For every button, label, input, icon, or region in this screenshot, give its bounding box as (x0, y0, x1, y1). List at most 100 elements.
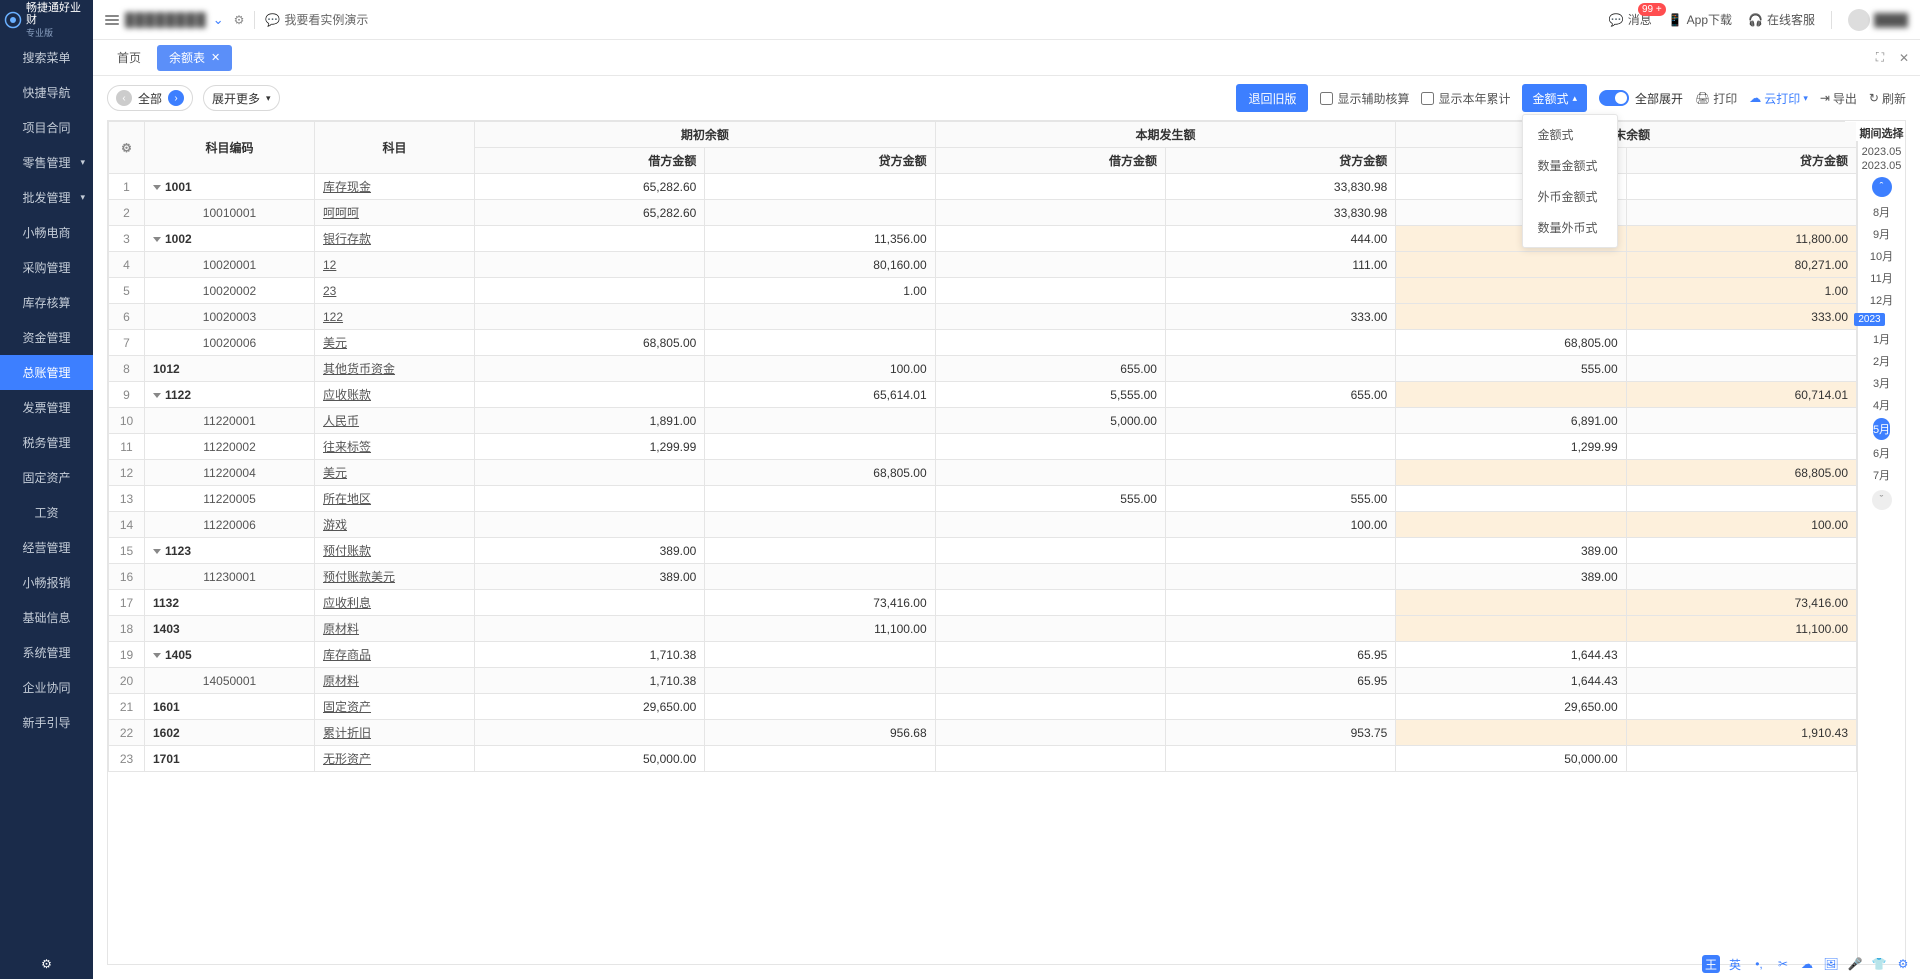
ime-icon[interactable]: 王 (1702, 955, 1720, 973)
sidebar-item[interactable]: 企业协同 (0, 670, 93, 705)
download-link[interactable]: 📱 App下载 (1668, 11, 1732, 28)
table-row[interactable]: 231701无形资产50,000.0050,000.00 (109, 746, 1857, 772)
prev-icon[interactable]: ‹ (116, 90, 132, 106)
dropdown-option[interactable]: 外币金额式 (1523, 181, 1617, 212)
table-row[interactable]: 211601固定资产29,650.0029,650.00 (109, 694, 1857, 720)
tabs-expand-icon[interactable]: ⛶ (1870, 48, 1890, 68)
gear-icon[interactable]: ⚙ (1894, 955, 1912, 973)
sidebar-item[interactable]: 采购管理 (0, 250, 93, 285)
close-icon[interactable]: ✕ (211, 51, 220, 64)
show-ytd-checkbox[interactable]: 显示本年累计 (1421, 90, 1510, 107)
sidebar-item[interactable]: 基础信息 (0, 600, 93, 635)
sidebar-item[interactable]: 小畅报销 (0, 565, 93, 600)
table-row[interactable]: 1311220005所在地区555.00555.00 (109, 486, 1857, 512)
subject-link[interactable]: 库存商品 (323, 648, 371, 662)
period-month[interactable]: 9月 (1870, 223, 1893, 245)
subject-link[interactable]: 游戏 (323, 518, 347, 532)
period-month[interactable]: 5月 (1873, 418, 1890, 440)
subject-link[interactable]: 预付账款 (323, 544, 371, 558)
scissors-icon[interactable]: ✂ (1774, 955, 1792, 973)
sidebar-item[interactable]: 税务管理 (0, 425, 93, 460)
sidebar-settings[interactable]: ⚙ (0, 949, 93, 979)
table-row[interactable]: 1611230001预付账款美元389.00389.00 (109, 564, 1857, 590)
mode-dropdown[interactable]: 金额式 ▴ (1522, 84, 1587, 112)
tab[interactable]: 首页 (105, 45, 153, 71)
dropdown-option[interactable]: 数量外币式 (1523, 212, 1617, 243)
expand-icon[interactable] (153, 549, 161, 554)
next-icon[interactable]: › (168, 90, 184, 106)
filter-pill[interactable]: ‹ 全部 › (107, 85, 193, 111)
period-month[interactable]: 8月 (1870, 201, 1893, 223)
table-row[interactable]: 91122应收账款65,614.015,555.00655.0060,714.0… (109, 382, 1857, 408)
subject-link[interactable]: 固定资产 (323, 700, 371, 714)
period-scroll-up[interactable]: ˆ (1872, 177, 1892, 197)
sidebar-item[interactable]: 固定资产 (0, 460, 93, 495)
subject-link[interactable]: 往来标签 (323, 440, 371, 454)
messages-link[interactable]: 💬 消息 99 + (1609, 11, 1652, 28)
subject-link[interactable]: 美元 (323, 466, 347, 480)
checkbox-input[interactable] (1320, 92, 1333, 105)
refresh-link[interactable]: ↻ 刷新 (1869, 90, 1906, 107)
subject-link[interactable]: 12 (323, 258, 336, 272)
settings-icon[interactable]: ⚙ (234, 13, 245, 27)
subject-link[interactable]: 银行存款 (323, 232, 371, 246)
expand-icon[interactable] (153, 237, 161, 242)
subject-link[interactable]: 原材料 (323, 622, 359, 636)
lang-icon[interactable]: 英 (1726, 955, 1744, 973)
dropdown-option[interactable]: 数量金额式 (1523, 150, 1617, 181)
period-month[interactable]: 12月 (1870, 289, 1893, 311)
subject-link[interactable]: 呵呵呵 (323, 206, 359, 220)
period-month[interactable]: 7月 (1867, 464, 1896, 486)
tabs-close-icon[interactable]: ✕ (1894, 48, 1914, 68)
period-month[interactable]: 1月 (1867, 328, 1896, 350)
cloud-print-link[interactable]: ☁ 云打印 ▾ (1749, 90, 1808, 107)
table-row[interactable]: 4100200011280,160.00111.0080,271.00 (109, 252, 1857, 278)
table-row[interactable]: 510020002231.001.00 (109, 278, 1857, 304)
table-row[interactable]: 181403原材料11,100.0011,100.00 (109, 616, 1857, 642)
shirt-icon[interactable]: 👕 (1870, 955, 1888, 973)
table-row[interactable]: 710020006美元68,805.0068,805.00 (109, 330, 1857, 356)
sidebar-item[interactable]: 工资 (0, 495, 93, 530)
table-row[interactable]: 221602累计折旧956.68953.751,910.43 (109, 720, 1857, 746)
sidebar-item[interactable]: 批发管理▾ (0, 180, 93, 215)
period-month[interactable]: 10月 (1870, 245, 1893, 267)
subject-link[interactable]: 应收账款 (323, 388, 371, 402)
expand-icon[interactable] (153, 653, 161, 658)
subject-link[interactable]: 122 (323, 310, 343, 324)
punct-icon[interactable]: •, (1750, 955, 1768, 973)
tab[interactable]: 余额表✕ (157, 45, 232, 71)
subject-link[interactable]: 原材料 (323, 674, 359, 688)
mic-icon[interactable]: 🎤 (1846, 955, 1864, 973)
table-row[interactable]: 1111220002往来标签1,299.991,299.99 (109, 434, 1857, 460)
subject-link[interactable]: 人民币 (323, 414, 359, 428)
subject-link[interactable]: 美元 (323, 336, 347, 350)
service-link[interactable]: 🎧 在线客服 (1748, 11, 1815, 28)
subject-link[interactable]: 无形资产 (323, 752, 371, 766)
dropdown-option[interactable]: 金额式 (1523, 119, 1617, 150)
company-selector[interactable]: ████████ ⌄ (105, 12, 224, 28)
table-row[interactable]: 2014050001原材料1,710.3865.951,644.43 (109, 668, 1857, 694)
period-month[interactable]: 2月 (1867, 350, 1896, 372)
sidebar-item[interactable]: 项目合同 (0, 110, 93, 145)
subject-link[interactable]: 应收利息 (323, 596, 371, 610)
cloud-icon[interactable]: ☁ (1798, 955, 1816, 973)
expand-more-pill[interactable]: 展开更多 ▾ (203, 85, 280, 111)
sidebar-item[interactable]: 发票管理 (0, 390, 93, 425)
table-row[interactable]: 1211220004美元68,805.0068,805.00 (109, 460, 1857, 486)
period-month[interactable]: 4月 (1867, 394, 1896, 416)
export-link[interactable]: ⇥ 导出 (1820, 90, 1857, 107)
table-row[interactable]: 171132应收利息73,416.0073,416.00 (109, 590, 1857, 616)
print-link[interactable]: 🖨 打印 (1695, 90, 1737, 107)
subject-link[interactable]: 其他货币资金 (323, 362, 395, 376)
sidebar-item[interactable]: 资金管理 (0, 320, 93, 355)
sidebar-item[interactable]: 快捷导航 (0, 75, 93, 110)
old-version-button[interactable]: 退回旧版 (1236, 84, 1308, 112)
picture-icon[interactable]: 🖼 (1822, 955, 1840, 973)
period-month[interactable]: 6月 (1867, 442, 1896, 464)
subject-link[interactable]: 预付账款美元 (323, 570, 395, 584)
table-row[interactable]: 1411220006游戏100.00100.00 (109, 512, 1857, 538)
period-month[interactable]: 11月 (1870, 267, 1893, 289)
period-month[interactable]: 3月 (1867, 372, 1896, 394)
show-aux-checkbox[interactable]: 显示辅助核算 (1320, 90, 1409, 107)
table-row[interactable]: 151123预付账款389.00389.00 (109, 538, 1857, 564)
